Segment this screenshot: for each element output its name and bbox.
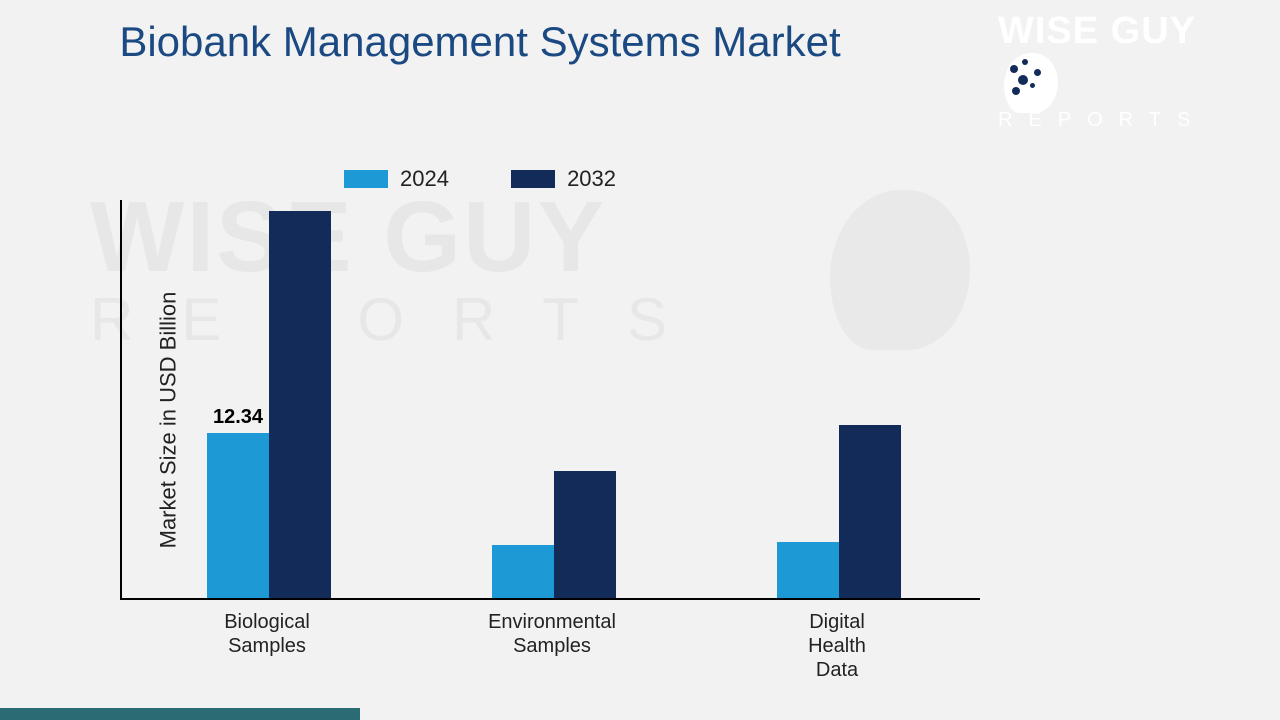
- x-axis-label: Digital Health Data: [737, 610, 937, 682]
- brand-head-icon: [1004, 53, 1058, 113]
- bar-2024-2: [777, 542, 839, 598]
- x-axis-label: Biological Samples: [167, 610, 367, 658]
- x-axis-label: Environmental Samples: [452, 610, 652, 658]
- bar-value-label: 12.34: [198, 406, 278, 429]
- legend-swatch-2032: [511, 170, 555, 188]
- brand-logo: WISE GUY REPORTS: [998, 10, 1258, 132]
- legend-swatch-2024: [344, 170, 388, 188]
- legend-item-2032: 2032: [511, 166, 616, 192]
- plot-area: Biological Samples12.34Environmental Sam…: [120, 200, 980, 600]
- footer-accent-bar: [0, 708, 360, 720]
- bar-2032-2: [839, 425, 901, 598]
- bar-2032-1: [554, 471, 616, 598]
- legend-item-2024: 2024: [344, 166, 449, 192]
- legend: 2024 2032: [0, 166, 960, 194]
- chart-title: Biobank Management Systems Market: [0, 18, 960, 66]
- legend-label-2024: 2024: [400, 166, 449, 192]
- bar-2024-1: [492, 545, 554, 598]
- bar-2032-0: [269, 211, 331, 598]
- bar-2024-0: [207, 433, 269, 598]
- brand-line1: WISE GUY: [998, 10, 1196, 52]
- legend-label-2032: 2032: [567, 166, 616, 192]
- chart-frame: Market Size in USD Billion Biological Sa…: [80, 200, 980, 640]
